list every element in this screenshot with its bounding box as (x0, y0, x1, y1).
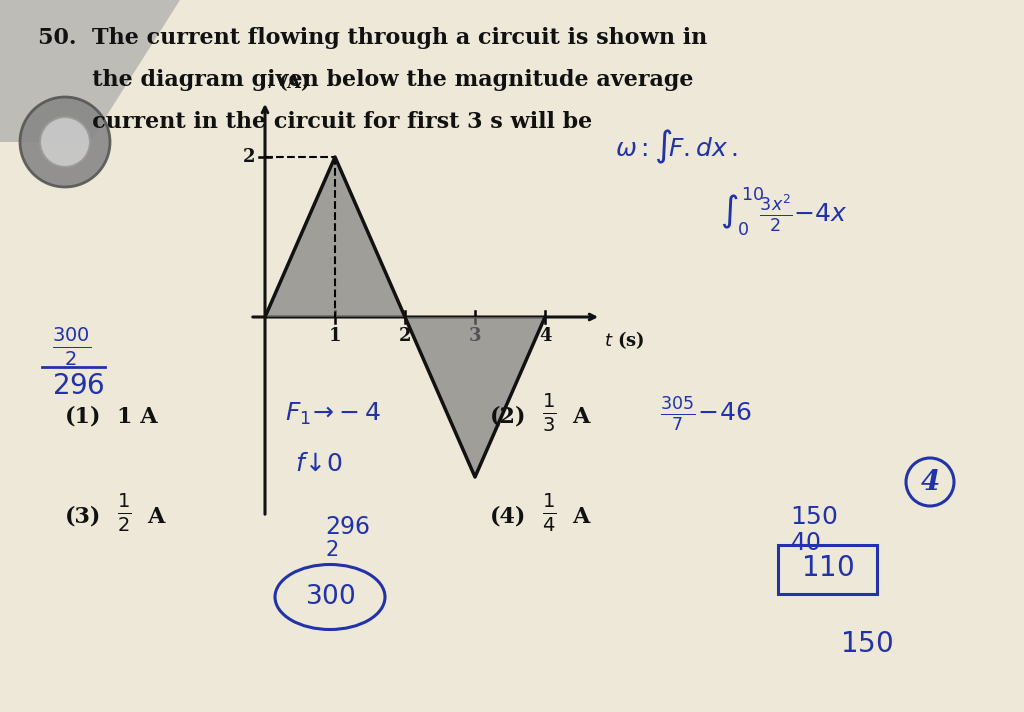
Polygon shape (265, 157, 406, 317)
Text: $i$ (A): $i$ (A) (267, 71, 309, 93)
Text: $2$: $2$ (325, 540, 338, 560)
Text: (1): (1) (65, 406, 101, 428)
Text: $300$: $300$ (305, 585, 355, 609)
Text: $\frac{1}{4}$: $\frac{1}{4}$ (542, 492, 556, 534)
Text: current in the circuit for first 3 s will be: current in the circuit for first 3 s wil… (38, 111, 592, 133)
Text: 2: 2 (243, 148, 255, 166)
Text: $\frac{1}{3}$: $\frac{1}{3}$ (542, 392, 556, 434)
Text: A: A (147, 506, 165, 528)
Text: $\int_0^{10}\!\frac{3x^2}{2}{-}4x$: $\int_0^{10}\!\frac{3x^2}{2}{-}4x$ (720, 186, 848, 239)
Text: (3): (3) (65, 506, 101, 528)
Text: $110$: $110$ (802, 555, 855, 582)
Text: (4): (4) (490, 506, 526, 528)
Text: $\omega: \int\! F. dx\,.$: $\omega: \int\! F. dx\,.$ (615, 128, 737, 166)
Text: $f\!\downarrow\!0$: $f\!\downarrow\!0$ (295, 453, 343, 476)
Text: $\frac{305}{7}\!-\!46$: $\frac{305}{7}\!-\!46$ (660, 395, 752, 433)
Polygon shape (0, 0, 180, 142)
Text: $150$: $150$ (840, 631, 893, 657)
Text: A: A (572, 506, 590, 528)
Text: $40$: $40$ (790, 533, 820, 555)
Text: $t$ (s): $t$ (s) (604, 329, 645, 351)
Text: the diagram given below the magnitude average: the diagram given below the magnitude av… (38, 69, 693, 91)
Text: (2): (2) (490, 406, 526, 428)
Text: $296$: $296$ (325, 515, 371, 538)
Text: 2: 2 (398, 327, 412, 345)
Text: $\frac{300}{2}$: $\frac{300}{2}$ (52, 326, 91, 368)
Text: $F_1\!\rightarrow\!-4$: $F_1\!\rightarrow\!-4$ (285, 401, 381, 427)
Text: $\frac{1}{2}$: $\frac{1}{2}$ (117, 492, 131, 534)
Circle shape (20, 97, 110, 187)
Text: 4: 4 (921, 468, 940, 496)
Text: 1 A: 1 A (117, 406, 158, 428)
Text: $150$: $150$ (790, 506, 838, 528)
Text: A: A (572, 406, 590, 428)
Circle shape (40, 117, 90, 167)
Text: $296$: $296$ (52, 374, 104, 400)
Text: 4: 4 (539, 327, 551, 345)
Text: 3: 3 (469, 327, 481, 345)
Polygon shape (406, 317, 545, 477)
Text: 50.  The current flowing through a circuit is shown in: 50. The current flowing through a circui… (38, 27, 708, 49)
Text: 1: 1 (329, 327, 341, 345)
